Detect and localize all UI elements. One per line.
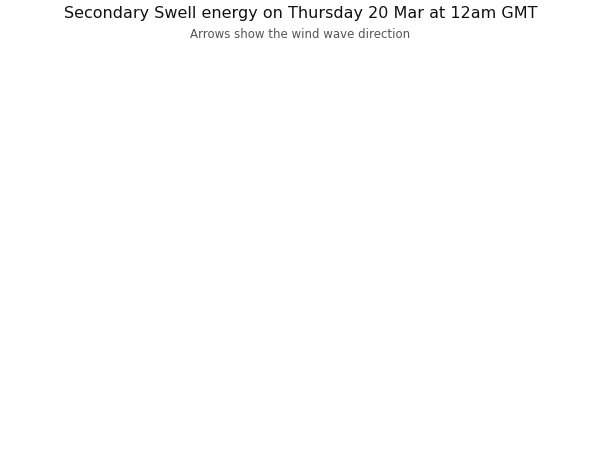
Text: Arrows show the wind wave direction: Arrows show the wind wave direction — [191, 28, 410, 41]
Text: Secondary Swell energy on Thursday 20 Mar at 12am GMT: Secondary Swell energy on Thursday 20 Ma… — [64, 6, 537, 21]
Text: cartopy required: cartopy required — [243, 246, 358, 261]
